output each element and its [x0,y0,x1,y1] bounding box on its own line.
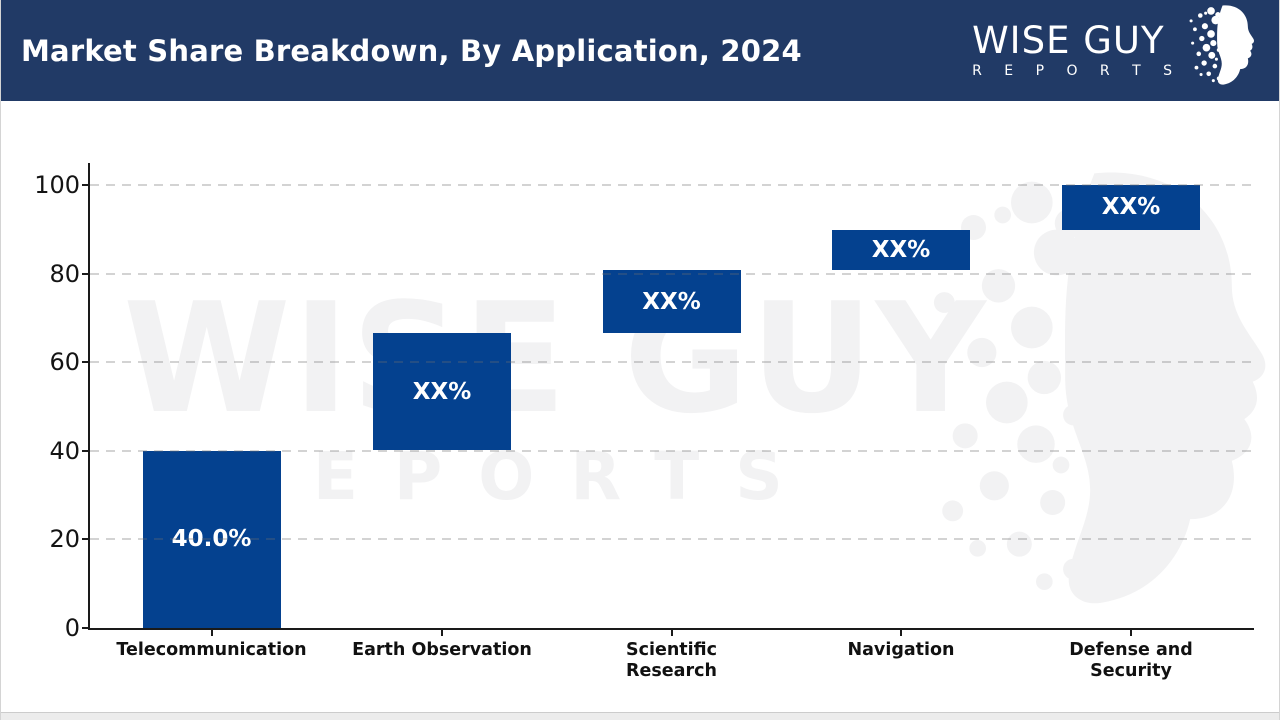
gridline-60 [90,361,1254,363]
x-tick-1 [210,629,213,636]
watermark-text-line1: WISE GUY [123,270,988,447]
logo-head-icon [1189,4,1254,85]
gridline-20 [90,538,1254,540]
x-tick-3 [670,629,673,636]
y-tick-label-100: 100 [34,171,80,199]
bar-value-label: XX% [1101,194,1161,221]
y-tick-100 [82,184,90,186]
logo-wordmark: WISE GUY [972,18,1165,62]
bar-value-label: XX% [871,237,931,264]
footer-strip [1,713,1279,720]
logo-subtitle: R E P O R T S [972,62,1181,79]
bar-segment-2: XX% [373,333,511,451]
y-tick-label-60: 60 [49,348,80,376]
category-label-4: Navigation [847,640,955,660]
y-tick-label-20: 20 [49,525,80,553]
y-tick-label-0: 0 [64,613,80,642]
category-label-2: Earth Observation [352,640,532,660]
category-label-3: Scientific Research [625,640,717,681]
x-tick-4 [900,629,902,636]
bar-value-label: XX% [642,288,701,315]
x-tick-5 [1130,629,1132,636]
logo-text: WISE GUY R E P O R T S [972,18,1181,80]
bar-segment-4: XX% [832,229,970,271]
bar-value-label: XX% [412,378,472,405]
watermark-text-line2: REPORTS [226,438,819,515]
x-tick-2 [441,629,443,636]
gridline-80 [90,272,1254,275]
bar-segment-1: 40.0% [142,450,281,628]
category-label-1: Telecommunication [116,640,307,660]
bar-segment-3: XX% [602,270,741,334]
watermark-head-logo-icon [915,172,1266,604]
y-tick-label-80: 80 [49,259,80,288]
y-tick-40 [82,449,90,452]
y-tick-60 [82,361,90,363]
y-tick-label-40: 40 [49,436,80,465]
y-axis-line [88,162,90,630]
page-title: Market Share Breakdown, By Application, … [21,33,802,68]
wise-guy-reports-logo: WISE GUY R E P O R T S [972,4,1279,96]
x-axis-line [88,627,1254,630]
header-bar: Market Share Breakdown, By Application, … [1,0,1279,101]
y-tick-20 [82,538,90,540]
y-tick-0 [82,626,90,629]
y-tick-80 [82,272,90,275]
category-label-5: Defense and Security [1069,640,1193,681]
gridline-40 [90,449,1254,452]
bar-segment-5: XX% [1062,185,1200,230]
bar-value-label: 40.0% [171,526,252,552]
gridline-100 [90,184,1254,186]
card-bottom-border [1,712,1279,713]
